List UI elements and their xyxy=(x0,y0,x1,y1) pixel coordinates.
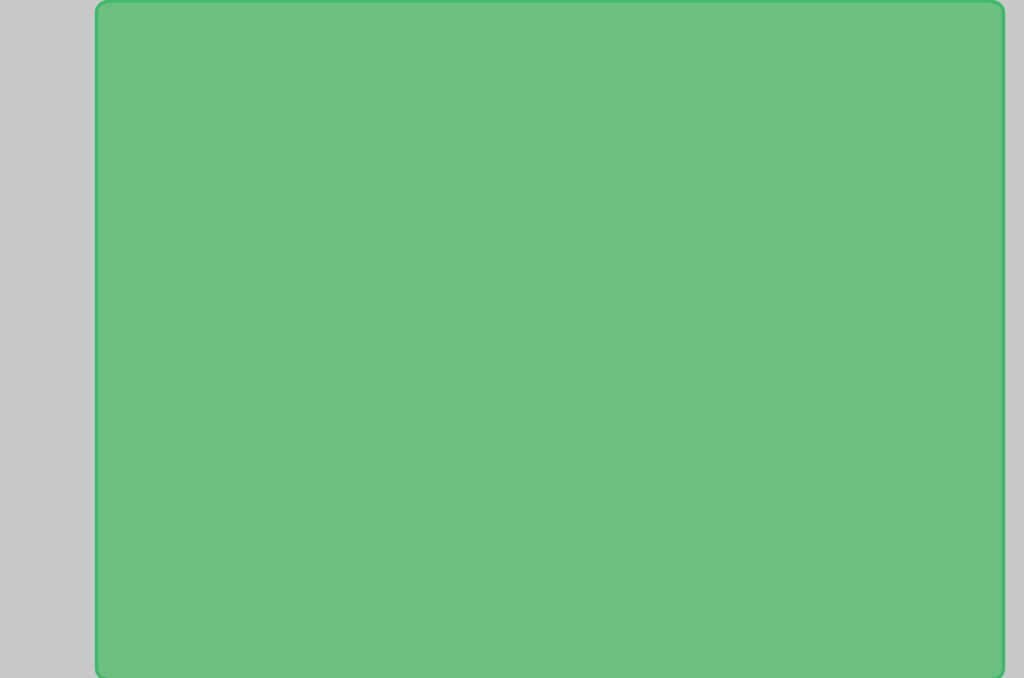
Text: $4.847\times10^{-6}$: $4.847\times10^{-6}$ xyxy=(459,587,610,614)
Text: $(1^{\prime\prime})^{\!c}$: $(1^{\prime\prime})^{\!c}$ xyxy=(254,588,306,614)
Text: $1.496\times10^{11}$: $1.496\times10^{11}$ xyxy=(461,532,609,559)
Text: A parsec (pc) is the distance from where: A parsec (pc) is the distance from where xyxy=(292,29,808,53)
Text: 1″: 1″ xyxy=(543,126,561,144)
Text: $r=$: $r=$ xyxy=(175,561,212,586)
Text: 1pc: 1pc xyxy=(432,256,478,279)
Text: 1AU subtends an angle of 1 second of arc.: 1AU subtends an angle of 1 second of arc… xyxy=(282,60,818,83)
Text: r: r xyxy=(675,266,686,290)
Text: $\mathbf{1AU}$: $\mathbf{1AU}$ xyxy=(253,534,307,557)
Text: 1AU: 1AU xyxy=(650,382,705,405)
Text: $=3.08\times10^{16}\,\mathrm{m}$: $=3.08\times10^{16}\,\mathrm{m}$ xyxy=(690,559,901,587)
Text: Sun: Sun xyxy=(505,457,549,479)
Text: $=$: $=$ xyxy=(347,561,373,586)
